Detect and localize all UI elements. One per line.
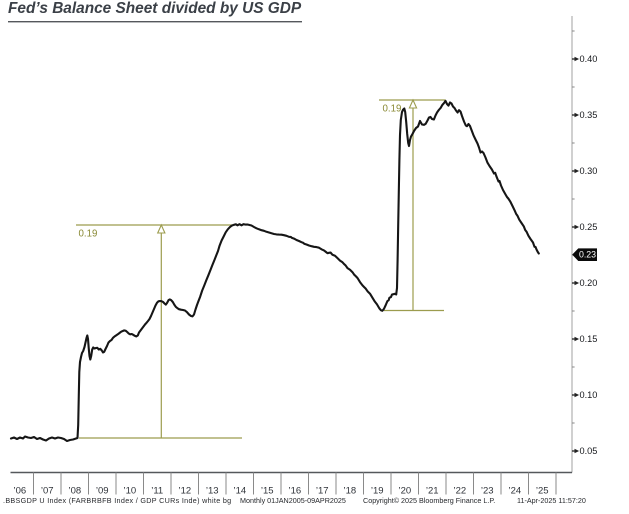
svg-text:’18: ’18 [343, 486, 356, 497]
svg-text:’12: ’12 [178, 486, 191, 497]
svg-text:Monthly 01JAN2005-09APR2025: Monthly 01JAN2005-09APR2025 [240, 496, 346, 505]
svg-text:’21: ’21 [426, 486, 439, 497]
svg-text:0.05: 0.05 [580, 446, 598, 456]
svg-text:0.23: 0.23 [579, 250, 596, 260]
svg-text:’09: ’09 [96, 486, 109, 497]
svg-text:’07: ’07 [41, 486, 54, 497]
svg-text:0.20: 0.20 [580, 278, 598, 288]
svg-text:0.35: 0.35 [580, 110, 598, 120]
svg-text:’23: ’23 [481, 486, 494, 497]
svg-text:11-Apr-2025 11:57:20: 11-Apr-2025 11:57:20 [517, 496, 586, 505]
svg-text:’14: ’14 [233, 486, 246, 497]
svg-text:’06: ’06 [13, 486, 26, 497]
svg-text:0.40: 0.40 [580, 54, 598, 64]
svg-text:’24: ’24 [508, 486, 521, 497]
svg-text:’13: ’13 [206, 486, 219, 497]
svg-text:Fed’s Balance Sheet divided by: Fed’s Balance Sheet divided by US GDP [8, 0, 302, 17]
svg-text:0.19: 0.19 [79, 229, 98, 240]
svg-text:’08: ’08 [68, 486, 81, 497]
svg-text:0.10: 0.10 [580, 390, 598, 400]
svg-text:0.15: 0.15 [580, 334, 598, 344]
svg-text:’22: ’22 [453, 486, 466, 497]
svg-text:’19: ’19 [371, 486, 384, 497]
svg-text:0.25: 0.25 [580, 222, 598, 232]
svg-text:.BBSGDP U Index (FARBRBFB Inde: .BBSGDP U Index (FARBRBFB Index / GDP CU… [3, 496, 232, 505]
svg-text:’15: ’15 [261, 486, 274, 497]
svg-text:Copyright© 2025 Bloomberg Fina: Copyright© 2025 Bloomberg Finance L.P. [363, 496, 495, 505]
svg-text:0.30: 0.30 [580, 166, 598, 176]
svg-text:’16: ’16 [288, 486, 301, 497]
svg-text:0.19: 0.19 [383, 104, 402, 115]
svg-text:’25: ’25 [536, 486, 549, 497]
svg-text:’10: ’10 [123, 486, 136, 497]
svg-text:’17: ’17 [316, 486, 329, 497]
svg-text:’11: ’11 [151, 486, 163, 497]
svg-text:’20: ’20 [398, 486, 411, 497]
